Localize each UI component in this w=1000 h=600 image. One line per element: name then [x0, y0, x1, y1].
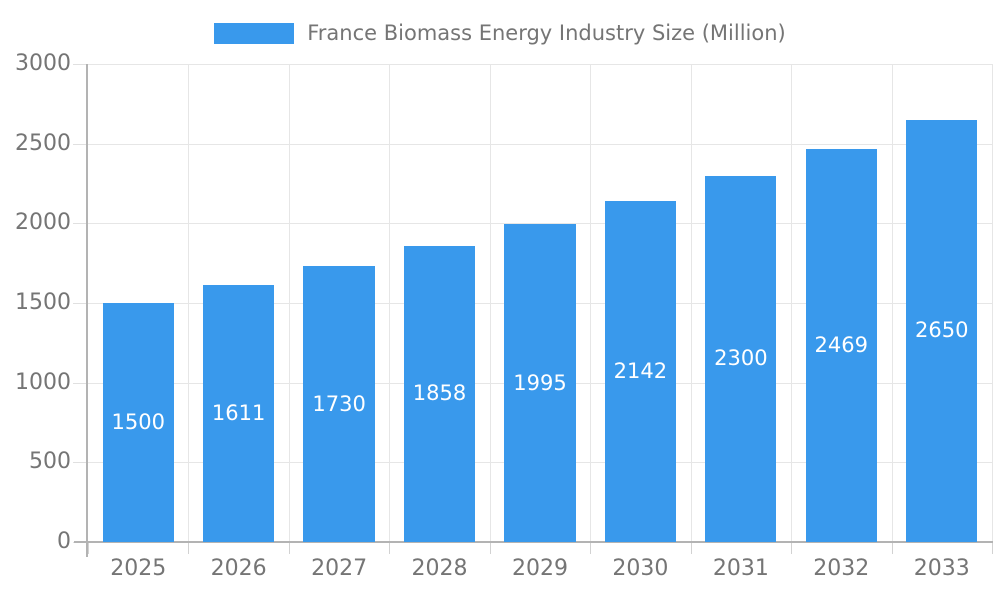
x-axis-tick-label: 2030 — [612, 556, 669, 581]
y-axis-tick-label: 1000 — [15, 369, 71, 395]
v-gridline — [690, 64, 692, 542]
bar-value-label: 2300 — [714, 346, 768, 371]
bar-cell: 1858 — [389, 64, 489, 542]
x-axis-tick — [188, 542, 190, 554]
v-gridline — [188, 64, 190, 542]
bar-cell: 2650 — [892, 64, 992, 542]
y-axis-tick — [73, 382, 88, 384]
y-axis-tick-label: 2000 — [15, 210, 71, 236]
plot-area: 0 500 1000 1500 2000 2500 3000 1500 1611 1730 185… — [15, 53, 993, 557]
bar-2031[interactable]: 2300 — [705, 175, 777, 542]
bar-cell: 2469 — [791, 64, 891, 542]
x-axis-tick-label: 2025 — [110, 556, 167, 581]
v-gridline — [489, 64, 491, 542]
y-axis-tick-label: 0 — [57, 529, 71, 554]
x-axis-tick-label: 2028 — [411, 556, 468, 581]
bar-2027[interactable]: 1730 — [303, 266, 375, 542]
bar-value-label: 2142 — [613, 358, 668, 383]
x-axis-tick-label: 2031 — [712, 556, 769, 581]
y-axis-tick — [73, 223, 88, 225]
bar-value-label: 1995 — [513, 370, 567, 395]
x-axis-tick-label: 2032 — [813, 556, 870, 581]
x-axis-tick — [489, 542, 491, 554]
bar-value-label: 1611 — [211, 401, 266, 426]
legend-item[interactable]: France Biomass Energy Industry Size (Mil… — [0, 21, 1000, 45]
y-axis-line — [86, 64, 88, 557]
x-axis-tick — [992, 542, 993, 554]
x-axis-tick-label: 2033 — [913, 556, 970, 581]
x-axis-tick — [891, 542, 893, 554]
bar-2028[interactable]: 1858 — [403, 245, 476, 542]
bar-2030[interactable]: 2142 — [604, 200, 677, 542]
bar-value-label: 2650 — [914, 318, 969, 343]
legend-swatch-icon — [214, 22, 295, 44]
bar-cell: 2142 — [590, 64, 690, 542]
y-axis-tick — [73, 303, 88, 304]
bar-cell: 1995 — [490, 64, 590, 542]
legend-label: France Biomass Energy Industry Size (Mil… — [307, 21, 786, 45]
v-gridline — [389, 64, 391, 542]
bar-cell: 1611 — [188, 64, 288, 542]
x-axis-tick — [389, 542, 391, 554]
x-axis-tick-label: 2026 — [210, 556, 267, 581]
x-axis-line — [74, 541, 993, 543]
bars-layer: 1500 1611 1730 1858 1995 2142 2300 2469 2650 — [88, 64, 992, 542]
v-gridline — [590, 64, 592, 542]
x-axis-tick — [288, 542, 290, 554]
h-gridline — [88, 64, 992, 65]
bar-2029[interactable]: 1995 — [504, 224, 576, 542]
v-gridline — [288, 64, 290, 542]
bar-cell: 2300 — [691, 64, 791, 542]
y-axis-tick — [73, 64, 88, 65]
v-gridline — [992, 64, 993, 542]
bar-2025[interactable]: 1500 — [102, 303, 174, 542]
x-axis-tick — [88, 542, 89, 554]
v-gridline — [791, 64, 793, 542]
x-axis-tick — [590, 542, 592, 554]
x-axis-labels: 2025 2026 2027 2028 2029 2030 2031 2032 2033 — [88, 556, 992, 581]
x-axis-tick-label: 2029 — [511, 556, 568, 581]
x-axis-tick — [690, 542, 692, 554]
y-axis-tick — [73, 143, 88, 145]
x-axis-tick-label: 2027 — [311, 556, 368, 581]
bar-value-label: 1730 — [312, 391, 366, 416]
y-axis-tick-label: 2500 — [15, 130, 71, 156]
h-gridline — [88, 143, 992, 145]
bar-cell: 1730 — [289, 64, 389, 542]
bar-2032[interactable]: 2469 — [805, 148, 877, 542]
y-axis-tick-label: 1500 — [15, 290, 71, 315]
h-gridline — [88, 223, 992, 225]
bar-value-label: 1858 — [412, 381, 467, 406]
x-axis-tick — [791, 542, 793, 554]
bar-2033[interactable]: 2650 — [906, 119, 978, 542]
bar-value-label: 1500 — [111, 410, 165, 434]
bar-2026[interactable]: 1611 — [203, 285, 275, 542]
y-axis-tick — [73, 462, 88, 464]
y-axis-tick-label: 500 — [29, 449, 71, 475]
bar-cell: 1500 — [88, 64, 188, 542]
y-axis-tick-label: 3000 — [15, 51, 71, 76]
v-gridline — [891, 64, 893, 542]
bar-value-label: 2469 — [814, 332, 868, 357]
